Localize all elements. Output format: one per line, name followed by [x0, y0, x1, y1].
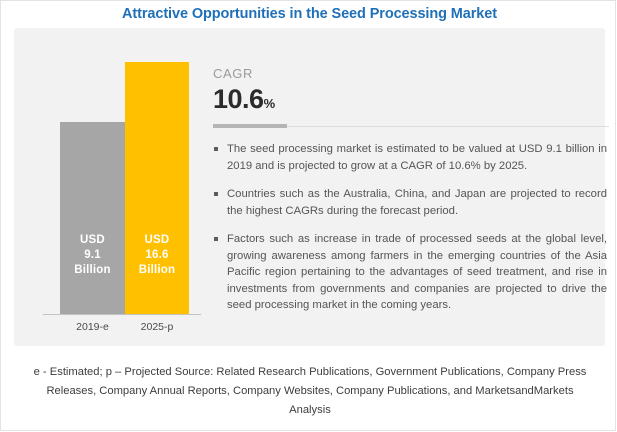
bullet-list: The seed processing market is estimated … [213, 141, 607, 314]
list-item: The seed processing market is estimated … [213, 141, 607, 174]
bar-2025-p-label-line1: USD [144, 234, 170, 246]
bar-2025-p: USD 16.6 Billion [125, 62, 189, 314]
bar-2019-e: USD 9.1 Billion [60, 122, 125, 314]
bullet-text: Countries such as the Australia, China, … [227, 188, 607, 217]
bar-2019-e-label-line1: USD [80, 234, 105, 246]
bullet-text: Factors such as increase in trade of pro… [227, 233, 607, 311]
square-bullet-icon [214, 147, 218, 151]
square-bullet-icon [214, 237, 218, 241]
content-panel: USD 9.1 Billion USD 16.6 Billion 2019-e … [14, 28, 609, 346]
bar-2025-p-label-line2: 16.6 [145, 249, 169, 261]
square-bullet-icon [214, 192, 218, 196]
bar-chart: USD 9.1 Billion USD 16.6 Billion 2019-e … [31, 58, 201, 343]
bullet-text: The seed processing market is estimated … [227, 143, 607, 172]
cagr-value-row: 10.6% [213, 84, 611, 115]
source-footnote: e - Estimated; p – Projected Source: Rel… [33, 366, 587, 416]
section-divider [213, 123, 609, 129]
x-axis-tick-2019-e: 2019-e [76, 321, 109, 333]
bar-2025-p-label: USD 16.6 Billion [125, 233, 189, 278]
list-item: Factors such as increase in trade of pro… [213, 231, 607, 314]
x-axis-tick-2025-p: 2025-p [140, 321, 174, 333]
cagr-value: 10.6 [213, 84, 264, 114]
cagr-label: CAGR [213, 66, 253, 81]
x-axis-line [43, 314, 201, 315]
bar-2025-p-label-line3: Billion [138, 264, 176, 276]
divider-accent-segment [213, 124, 287, 128]
list-item: Countries such as the Australia, China, … [213, 186, 607, 219]
cagr-unit: % [263, 96, 276, 111]
page-title: Attractive Opportunities in the Seed Pro… [122, 6, 497, 22]
bar-2019-e-label: USD 9.1 Billion [60, 233, 125, 278]
summary-column: CAGR 10.6% The seed processing market is… [213, 66, 611, 314]
bar-2019-e-label-line3: Billion [74, 264, 111, 276]
divider-thin-line [213, 126, 609, 127]
bar-2019-e-label-line2: 9.1 [84, 249, 101, 261]
